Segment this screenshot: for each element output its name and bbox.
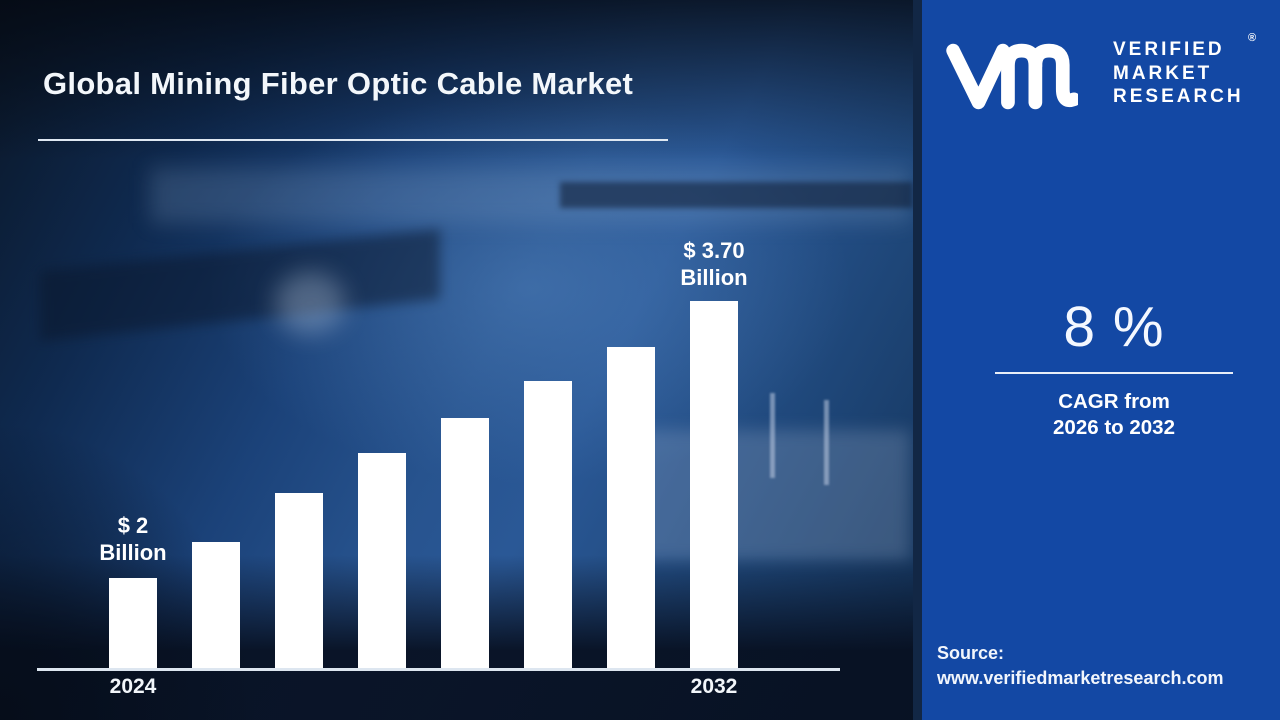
brand-panel: VERIFIED MARKET RESEARCH ® 8 % CAGR from…	[922, 0, 1280, 720]
source-label: Source:	[937, 643, 1005, 663]
photo-smokestack	[824, 400, 829, 485]
chart-bars	[109, 301, 738, 669]
bar-2024	[109, 578, 157, 669]
brand-wordmark: VERIFIED MARKET RESEARCH	[1113, 38, 1244, 109]
bar-2031	[607, 347, 655, 669]
last-bar-value-line2: Billion	[680, 265, 748, 290]
cagr-caption: CAGR from 2026 to 2032	[954, 389, 1274, 441]
photo-skyline-silhouette	[560, 182, 913, 208]
bar-2026	[192, 542, 240, 669]
photo-warehouse-shapes	[640, 430, 910, 560]
cagr-underline	[995, 372, 1233, 374]
section-divider	[913, 0, 922, 720]
photo-steam-plume	[275, 272, 345, 334]
last-bar-value-label: $ 3.70 Billion	[649, 237, 779, 291]
photo-top-shade	[0, 0, 913, 160]
photo-smokestack	[770, 393, 775, 478]
bar-2030	[524, 381, 572, 669]
page-title: Global Mining Fiber Optic Cable Market	[43, 65, 634, 101]
cagr-caption-line1: CAGR from	[1058, 390, 1170, 413]
last-bar-value-line1: $ 3.70	[683, 238, 745, 263]
source-url: www.verifiedmarketresearch.com	[937, 668, 1224, 688]
x-axis-line	[37, 668, 840, 671]
x-tick-2024: 2024	[109, 675, 157, 698]
brand-wordmark-line1: VERIFIED	[1113, 39, 1225, 60]
cagr-caption-line2: 2026 to 2032	[1053, 416, 1175, 439]
bar-2028	[358, 453, 406, 669]
title-underline	[38, 139, 668, 141]
bar-2027	[275, 493, 323, 669]
x-tick-2032: 2032	[690, 675, 738, 698]
first-bar-value-line2: Billion	[99, 540, 167, 565]
source-block: Source: www.verifiedmarketresearch.com	[937, 641, 1223, 691]
first-bar-value-label: $ 2 Billion	[68, 512, 198, 566]
bar-2029	[441, 418, 489, 669]
brand-wordmark-line2: MARKET	[1113, 62, 1213, 84]
chart-section: Global Mining Fiber Optic Cable Market $…	[0, 0, 913, 720]
brand-wordmark-line3: RESEARCH	[1113, 86, 1244, 107]
first-bar-value-line1: $ 2	[117, 513, 149, 538]
vmr-monogram-icon	[946, 43, 1078, 110]
cagr-value: 8 %	[1063, 295, 1165, 359]
registered-trademark-symbol: ®	[1248, 32, 1257, 44]
bar-2032	[690, 301, 738, 669]
